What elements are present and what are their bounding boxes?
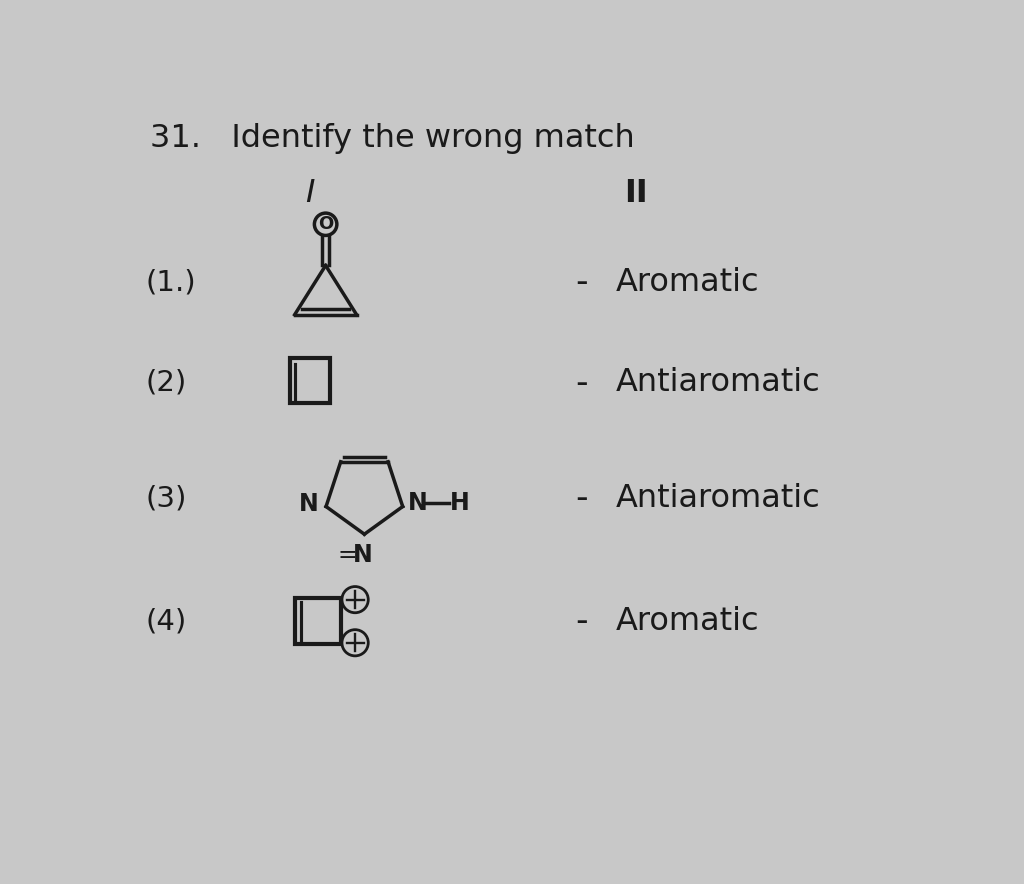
Text: -: - xyxy=(575,265,588,300)
Text: (1.): (1.) xyxy=(145,269,196,296)
Text: (4): (4) xyxy=(145,607,186,636)
Text: I: I xyxy=(305,179,314,210)
Text: =: = xyxy=(338,543,357,567)
Text: Aromatic: Aromatic xyxy=(616,606,760,636)
Text: N: N xyxy=(409,492,428,515)
Text: H: H xyxy=(450,492,469,515)
Text: (2): (2) xyxy=(145,369,186,397)
Text: N: N xyxy=(353,543,373,567)
Text: (3): (3) xyxy=(145,484,186,512)
Bar xyxy=(295,598,341,644)
Text: Antiaromatic: Antiaromatic xyxy=(616,367,821,398)
Text: Aromatic: Aromatic xyxy=(616,267,760,298)
Text: 31.   Identify the wrong match: 31. Identify the wrong match xyxy=(150,123,635,154)
Text: N: N xyxy=(299,492,318,516)
Text: II: II xyxy=(624,179,647,210)
Text: O: O xyxy=(318,216,333,233)
Bar xyxy=(290,359,331,402)
Text: -: - xyxy=(575,481,588,515)
Text: -: - xyxy=(575,365,588,400)
Text: -: - xyxy=(575,604,588,638)
Text: Antiaromatic: Antiaromatic xyxy=(616,483,821,514)
